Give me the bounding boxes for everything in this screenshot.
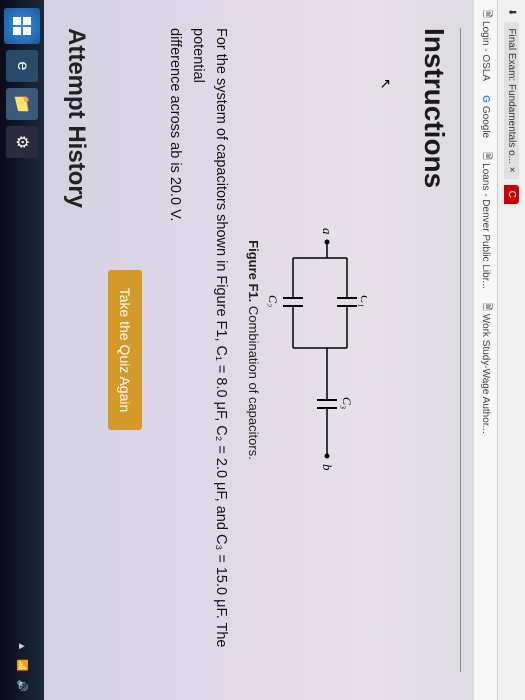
circuit-diagram: a C₁ C₂ [267, 220, 367, 480]
figure-container: a C₁ C₂ [246, 28, 367, 672]
button-row: Take the Quiz Again [108, 28, 142, 672]
bookmark-label: Google [480, 106, 491, 138]
bookmark-label: Loans - Denver Public Libr... [480, 163, 491, 289]
bookmark-workstudy[interactable]: 🗎 Work Study-Wage Author... [477, 303, 494, 434]
browser-tab-bar: ⬇ Final Exam: Fundamentals o... × C [497, 0, 525, 700]
bookmark-label: Login - OSLA [480, 21, 491, 81]
figure-caption-text: Combination of capacitors. [246, 306, 261, 460]
browser-tab[interactable]: Final Exam: Fundamentals o... × [504, 22, 519, 178]
taskbar: e 📁 ⚙ ▲ 📶 🔊 [0, 0, 44, 700]
bookmark-osla[interactable]: 🗎 Login - OSLA [477, 10, 494, 81]
instructions-heading: Instructions [412, 28, 450, 672]
wifi-icon[interactable]: 📶 [17, 659, 28, 671]
explorer-icon[interactable]: 📁 [6, 88, 38, 120]
svg-text:C₁: C₁ [358, 295, 367, 307]
ie-icon[interactable]: e [6, 50, 38, 82]
attempt-history-heading: Attempt History [62, 28, 90, 672]
download-icon: ⬇ [506, 8, 517, 16]
problem-line1: For the system of capacitors shown in Fi… [190, 28, 229, 647]
google-icon: G [480, 95, 491, 103]
bookmark-google[interactable]: G Google [480, 95, 491, 138]
svg-text:b: b [320, 464, 335, 471]
taskbar-right: ▲ 📶 🔊 [17, 641, 28, 692]
problem-line2: difference across ab is 20.0 V. [167, 28, 183, 221]
page-icon: 🗎 [477, 303, 494, 311]
cursor-icon: ↖ [377, 78, 394, 672]
svg-text:C₃: C₃ [340, 397, 354, 409]
taskbar-left: e 📁 ⚙ [4, 8, 40, 158]
gear-icon[interactable]: ⚙ [6, 126, 38, 158]
page-icon: 🗎 [477, 10, 494, 18]
bookmark-bar: 🗎 Login - OSLA G Google 🗎 Loans - Denver Pu… [473, 0, 497, 700]
svg-text:a: a [320, 228, 335, 235]
start-button[interactable] [4, 8, 40, 44]
tray-icon[interactable]: ▲ [17, 641, 28, 651]
svg-text:C₂: C₂ [267, 295, 280, 307]
take-quiz-button[interactable]: Take the Quiz Again [108, 270, 142, 431]
screen: ⬇ Final Exam: Fundamentals o... × C 🗎 Log… [0, 0, 525, 700]
figure-caption: Figure F1. Combination of capacitors. [246, 240, 261, 460]
browser-tab-c[interactable]: C [504, 185, 519, 204]
figure-label: Figure F1. [246, 240, 261, 302]
problem-text: For the system of capacitors shown in Fi… [162, 28, 232, 672]
bookmark-label: Work Study-Wage Author... [480, 314, 491, 434]
sound-icon[interactable]: 🔊 [17, 680, 28, 692]
bookmark-loans[interactable]: 🗎 Loans - Denver Public Libr... [477, 152, 494, 289]
page-icon: 🗎 [477, 152, 494, 160]
content-area: Instructions ↖ a C₁ C₂ [44, 0, 473, 700]
